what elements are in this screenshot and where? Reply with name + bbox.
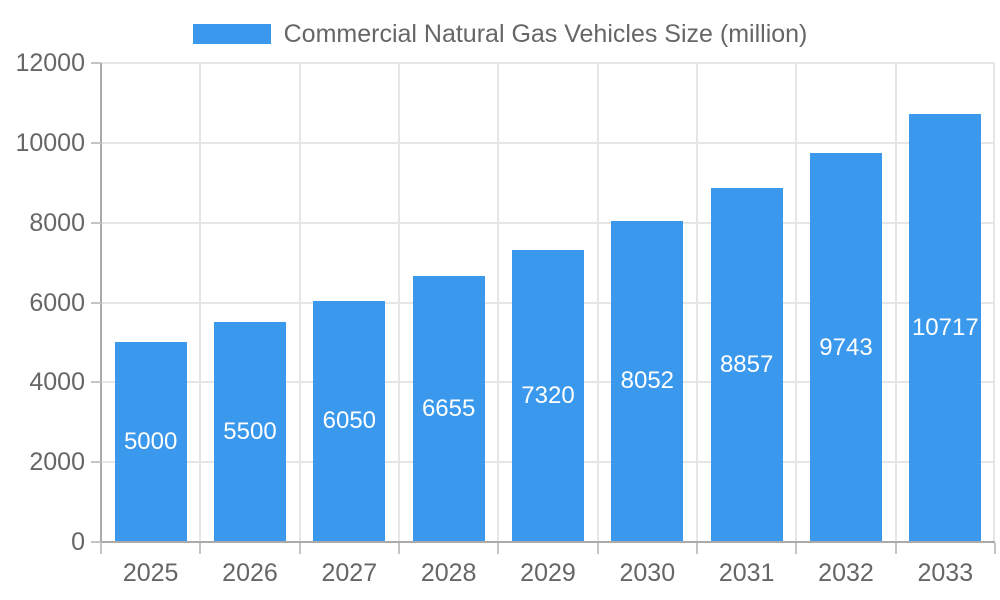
- bar-value-label: 7320: [521, 381, 575, 409]
- x-axis-tick: [696, 543, 698, 554]
- x-axis-tick: [994, 543, 996, 554]
- legend-label: Commercial Natural Gas Vehicles Size (mi…: [283, 19, 808, 48]
- y-axis-tick-label: 10000: [15, 128, 85, 157]
- bar-2031[interactable]: 8857: [710, 188, 783, 542]
- x-gridline: [497, 63, 500, 542]
- y-gridline: [101, 221, 995, 224]
- x-axis-tick-label: 2027: [321, 559, 378, 587]
- y-axis-tick-label: 8000: [29, 208, 85, 237]
- legend: Commercial Natural Gas Vehicles Size (mi…: [0, 20, 1000, 48]
- y-axis-tick: [91, 381, 101, 384]
- y-axis-tick-label: 0: [71, 528, 85, 556]
- x-axis-tick: [100, 543, 102, 554]
- x-gridline: [398, 63, 400, 542]
- x-axis-tick: [795, 543, 798, 554]
- bar-2029[interactable]: 7320: [512, 249, 584, 542]
- y-axis-line: [100, 63, 102, 543]
- y-axis-tick: [91, 221, 101, 224]
- bar-value-label: 9743: [819, 333, 873, 361]
- x-axis-tick-label: 2025: [122, 559, 179, 587]
- bar-2030[interactable]: 8052: [611, 220, 684, 542]
- x-gridline: [894, 63, 897, 542]
- x-gridline: [298, 63, 301, 542]
- bar-value-label: 6050: [322, 407, 377, 435]
- bar-value-label: 8052: [620, 367, 675, 395]
- x-axis-tick: [497, 543, 500, 554]
- x-gridline: [696, 63, 698, 542]
- y-axis-tick: [91, 62, 101, 64]
- x-gridline: [795, 63, 798, 542]
- gridline-top: [101, 62, 995, 64]
- bar-2028[interactable]: 6655: [412, 276, 485, 542]
- x-axis-tick: [199, 543, 202, 554]
- bar-value-label: 5500: [223, 418, 277, 446]
- x-axis-tick-label: 2029: [520, 559, 576, 587]
- x-axis-tick-label: 2028: [420, 559, 477, 587]
- x-gridline: [199, 63, 202, 542]
- x-axis-tick-label: 2030: [619, 559, 676, 587]
- legend-item[interactable]: Commercial Natural Gas Vehicles Size (mi…: [192, 19, 808, 49]
- y-axis-tick-label: 6000: [29, 288, 85, 317]
- x-gridline: [596, 63, 599, 542]
- legend-swatch-icon: [192, 24, 271, 44]
- y-axis-tick: [91, 301, 101, 304]
- bar-2027[interactable]: 6050: [313, 300, 386, 542]
- x-axis-tick: [894, 543, 897, 554]
- x-axis-tick-label: 2033: [917, 559, 974, 587]
- y-axis-tick-label: 12000: [15, 49, 85, 77]
- x-axis-tick-label: 2026: [222, 559, 278, 587]
- y-axis-tick-label: 4000: [29, 368, 85, 397]
- y-axis-tick-label: 2000: [29, 448, 85, 477]
- bar-2025[interactable]: 5000: [114, 342, 187, 542]
- bar-value-label: 8857: [719, 351, 774, 379]
- y-axis-tick: [91, 541, 101, 543]
- plot-area: 5000 5500 6050 6655 7320 8052 8857 9743 10717: [101, 63, 995, 542]
- bar-value-label: 6655: [421, 395, 476, 423]
- y-axis-tick: [91, 461, 101, 464]
- x-axis-tick-label: 2032: [818, 559, 874, 587]
- x-axis-tick: [398, 543, 400, 554]
- bar-2033[interactable]: 10717: [909, 114, 982, 542]
- y-gridline: [101, 141, 995, 144]
- bar-2032[interactable]: 9743: [810, 153, 882, 542]
- bar-value-label: 5000: [123, 428, 178, 456]
- x-axis-tick: [298, 543, 301, 554]
- y-axis-tick: [91, 141, 101, 144]
- bar-2026[interactable]: 5500: [214, 322, 286, 542]
- x-axis-tick: [596, 543, 599, 554]
- x-axis-line: [100, 541, 995, 543]
- x-axis-tick-label: 2031: [718, 559, 775, 587]
- bar-value-label: 10717: [911, 314, 979, 342]
